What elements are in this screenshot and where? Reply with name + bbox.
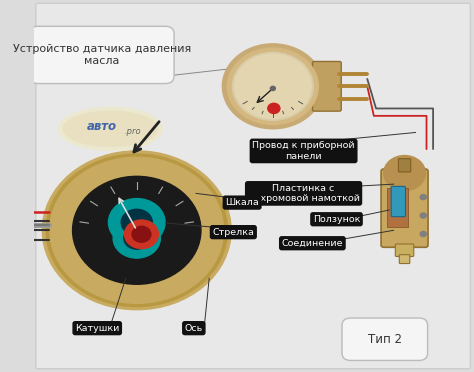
Text: Ось: Ось <box>185 324 203 333</box>
Circle shape <box>124 227 150 249</box>
Circle shape <box>125 220 158 248</box>
Ellipse shape <box>63 111 157 146</box>
FancyBboxPatch shape <box>399 255 410 263</box>
Circle shape <box>268 103 280 113</box>
FancyBboxPatch shape <box>395 244 414 257</box>
Ellipse shape <box>59 108 162 150</box>
Text: Стрелка: Стрелка <box>212 228 254 237</box>
Circle shape <box>121 209 152 235</box>
Text: Соединение: Соединение <box>282 239 343 248</box>
Text: Пластинка с
нихромовой намоткой: Пластинка с нихромовой намоткой <box>247 184 360 203</box>
FancyBboxPatch shape <box>387 188 408 227</box>
Circle shape <box>420 213 426 218</box>
FancyBboxPatch shape <box>29 26 174 84</box>
Circle shape <box>228 48 318 125</box>
FancyBboxPatch shape <box>381 169 428 247</box>
Circle shape <box>42 151 231 310</box>
Text: Шкала: Шкала <box>225 198 259 207</box>
Text: .pro: .pro <box>124 127 141 136</box>
Circle shape <box>46 154 228 307</box>
Circle shape <box>420 195 426 200</box>
Text: Провод к приборной
панели: Провод к приборной панели <box>252 141 355 161</box>
FancyBboxPatch shape <box>312 61 341 111</box>
Text: Ползунок: Ползунок <box>313 215 360 224</box>
FancyBboxPatch shape <box>399 159 410 172</box>
Circle shape <box>420 231 426 237</box>
Circle shape <box>132 226 151 242</box>
Text: Устройство датчика давления
масла: Устройство датчика давления масла <box>12 44 191 66</box>
Circle shape <box>270 86 275 90</box>
Circle shape <box>50 157 224 303</box>
Circle shape <box>109 199 165 246</box>
FancyBboxPatch shape <box>342 318 428 360</box>
Text: Катушки: Катушки <box>75 324 119 333</box>
Text: авто: авто <box>87 121 117 134</box>
Text: Тип 2: Тип 2 <box>368 333 402 346</box>
Circle shape <box>222 44 323 129</box>
Circle shape <box>73 176 201 284</box>
Circle shape <box>232 52 313 120</box>
Circle shape <box>235 54 311 119</box>
FancyBboxPatch shape <box>391 186 405 217</box>
FancyBboxPatch shape <box>36 3 470 369</box>
Circle shape <box>384 155 425 190</box>
Circle shape <box>113 218 160 258</box>
